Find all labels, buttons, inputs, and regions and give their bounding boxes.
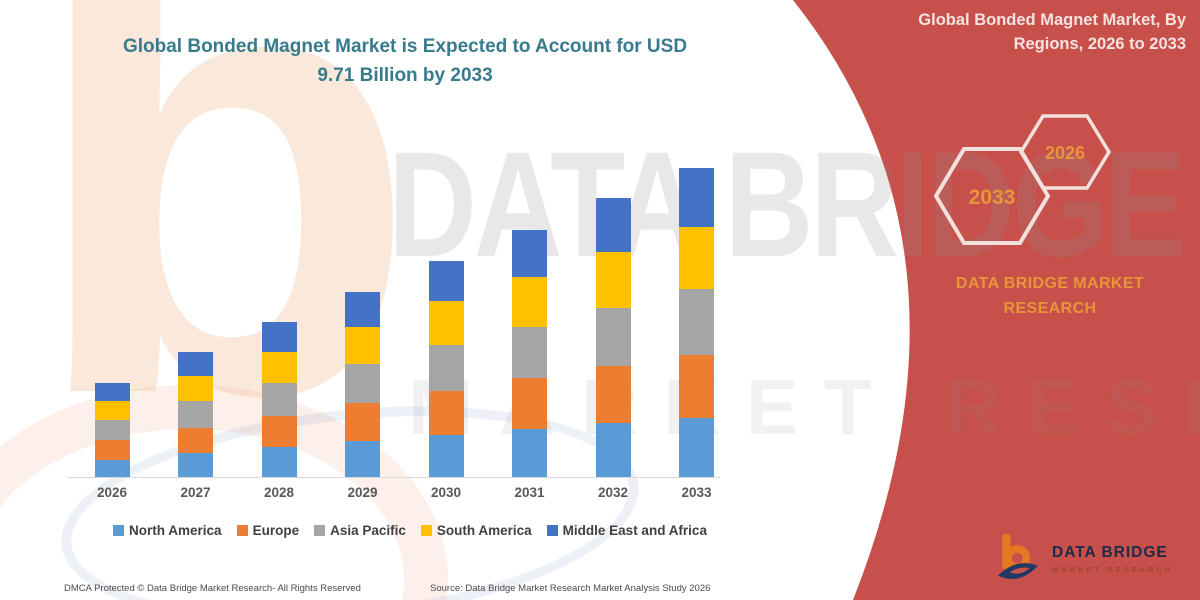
bar-2031	[512, 229, 547, 477]
hexagon-small	[1018, 114, 1112, 190]
bar-2032	[595, 198, 631, 477]
segment-asia-pacific-2028	[261, 382, 297, 416]
segment-middle-east-and-africa-2033	[679, 168, 714, 228]
segment-middle-east-and-africa-2030	[428, 260, 464, 302]
brand-line2: RESEARCH	[1003, 299, 1097, 317]
bar-2030	[428, 260, 464, 477]
x-axis-label-2033: 2033	[681, 485, 712, 500]
bar-2029	[345, 291, 380, 477]
source-notice: Source: Data Bridge Market Research Mark…	[430, 583, 711, 594]
segment-europe-2030	[428, 390, 464, 436]
hexagon-large	[933, 147, 1051, 245]
banner-title: Global Bonded Magnet Market, By Regions,…	[841, 9, 1186, 57]
page-title-line1: Global Bonded Magnet Market is Expected …	[122, 36, 688, 57]
legend-swatch	[113, 525, 125, 536]
bar-2033	[679, 168, 714, 477]
segment-north-america-2031	[512, 429, 547, 477]
company-logo: DATA BRIDGE MARKET RESEARCH	[993, 534, 1173, 584]
segment-asia-pacific-2033	[679, 289, 714, 355]
segment-north-america-2033	[679, 417, 714, 477]
logo-subtitle: MARKET RESEARCH	[1052, 565, 1174, 574]
segment-asia-pacific-2027	[178, 401, 213, 428]
banner-title-line1: Global Bonded Magnet Market, By	[918, 11, 1186, 29]
segment-north-america-2029	[345, 441, 380, 477]
page-title: Global Bonded Magnet Market is Expected …	[85, 32, 725, 91]
segment-north-america-2027	[178, 452, 213, 477]
segment-asia-pacific-2030	[428, 345, 464, 391]
hexagon-large-label: 2033	[969, 186, 1016, 209]
legend-item-europe: Europe	[236, 523, 300, 538]
page-title-line2: 9.71 Billion by 2033	[317, 65, 493, 87]
segment-north-america-2026	[94, 459, 130, 477]
segment-europe-2032	[595, 366, 631, 423]
databridge-logo-icon	[998, 534, 1038, 579]
stacked-bar-chart: 2026 2027 2028 2029 2030 2031 2032 2033	[68, 150, 760, 510]
legend-item-asia-pacific: Asia Pacific	[314, 523, 406, 538]
legend-swatch	[314, 525, 326, 536]
segment-asia-pacific-2032	[595, 308, 631, 367]
segment-europe-2033	[679, 354, 714, 418]
segment-asia-pacific-2031	[512, 326, 547, 379]
x-axis-label-2028: 2028	[263, 485, 295, 500]
brand-text: DATA BRIDGE MARKET RESEARCH	[928, 272, 1172, 322]
segment-north-america-2032	[595, 422, 631, 477]
brand-line1: DATA BRIDGE MARKET	[955, 275, 1145, 292]
dmca-notice: DMCA Protected © Data Bridge Market Rese…	[64, 583, 361, 594]
segment-middle-east-and-africa-2026	[94, 383, 130, 401]
banner-title-line2: Regions, 2026 to 2033	[1013, 34, 1186, 53]
chart-legend: North America Europe Asia Pacific South Ame…	[55, 523, 765, 538]
legend-label: South America	[436, 523, 532, 538]
segment-asia-pacific-2029	[345, 363, 380, 404]
segment-south-america-2027	[178, 376, 213, 402]
x-axis-line	[68, 477, 720, 478]
segment-south-america-2028	[261, 351, 297, 383]
legend-label: Middle East and Africa	[562, 523, 707, 538]
segment-europe-2027	[178, 427, 213, 453]
segment-north-america-2028	[261, 447, 297, 477]
legend-label: Europe	[252, 523, 300, 538]
segment-middle-east-and-africa-2029	[345, 291, 380, 327]
legend-label: Asia Pacific	[330, 523, 406, 538]
legend-swatch	[236, 525, 248, 536]
x-axis-label-2031: 2031	[514, 485, 545, 500]
x-axis-label-2032: 2032	[597, 485, 629, 500]
segment-north-america-2030	[428, 435, 464, 477]
hexagon-small-label: 2026	[1045, 143, 1085, 163]
bar-2027	[178, 351, 213, 477]
segment-south-america-2030	[428, 301, 464, 346]
segment-south-america-2032	[595, 252, 631, 309]
legend-swatch	[420, 525, 432, 536]
legend-item-south-america: South America	[420, 523, 532, 538]
legend-item-middle-east-and-africa: Middle East and Africa	[546, 523, 707, 538]
segment-south-america-2026	[94, 400, 130, 421]
legend-label: North America	[129, 523, 222, 538]
x-axis-label-2027: 2027	[180, 485, 211, 500]
legend-swatch	[546, 525, 558, 536]
segment-south-america-2031	[512, 277, 547, 327]
segment-middle-east-and-africa-2032	[595, 198, 631, 253]
segment-middle-east-and-africa-2028	[261, 322, 297, 352]
legend-item-north-america: North America	[113, 523, 222, 538]
segment-europe-2029	[345, 403, 380, 442]
segment-europe-2026	[94, 440, 130, 460]
segment-middle-east-and-africa-2027	[178, 351, 213, 377]
segment-asia-pacific-2026	[94, 420, 130, 441]
red-banner-shape	[793, 0, 1200, 600]
bar-2028	[261, 322, 297, 477]
logo-title: DATA BRIDGE	[1052, 544, 1168, 561]
segment-south-america-2033	[679, 227, 714, 290]
segment-europe-2028	[261, 415, 297, 448]
segment-south-america-2029	[345, 326, 380, 364]
x-axis-label-2026: 2026	[96, 485, 128, 500]
logo-text: DATA BRIDGE MARKET RESEARCH	[1052, 544, 1173, 574]
hexagon-badges: 2033 2026	[933, 114, 1112, 245]
segment-europe-2031	[512, 378, 547, 430]
x-axis-label-2029: 2029	[347, 485, 378, 500]
segment-middle-east-and-africa-2031	[512, 229, 547, 278]
x-axis-label-2030: 2030	[430, 485, 462, 500]
bar-2026	[94, 383, 130, 477]
